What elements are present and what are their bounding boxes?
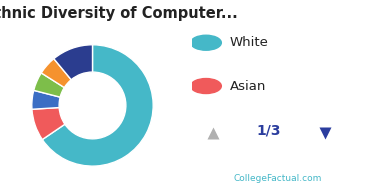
Circle shape bbox=[191, 78, 221, 94]
Wedge shape bbox=[41, 59, 71, 88]
Wedge shape bbox=[32, 90, 60, 109]
Text: Ethnic Diversity of Computer...: Ethnic Diversity of Computer... bbox=[0, 6, 238, 21]
Text: 5.5%: 5.5% bbox=[89, 114, 118, 124]
Text: 1/3: 1/3 bbox=[257, 123, 281, 137]
Circle shape bbox=[191, 35, 221, 50]
Wedge shape bbox=[34, 73, 64, 97]
Wedge shape bbox=[32, 107, 65, 139]
Wedge shape bbox=[42, 45, 153, 166]
Wedge shape bbox=[54, 45, 92, 80]
Text: White: White bbox=[230, 36, 269, 49]
Text: Asian: Asian bbox=[230, 80, 266, 92]
Text: CollegeFactual.com: CollegeFactual.com bbox=[233, 174, 322, 183]
